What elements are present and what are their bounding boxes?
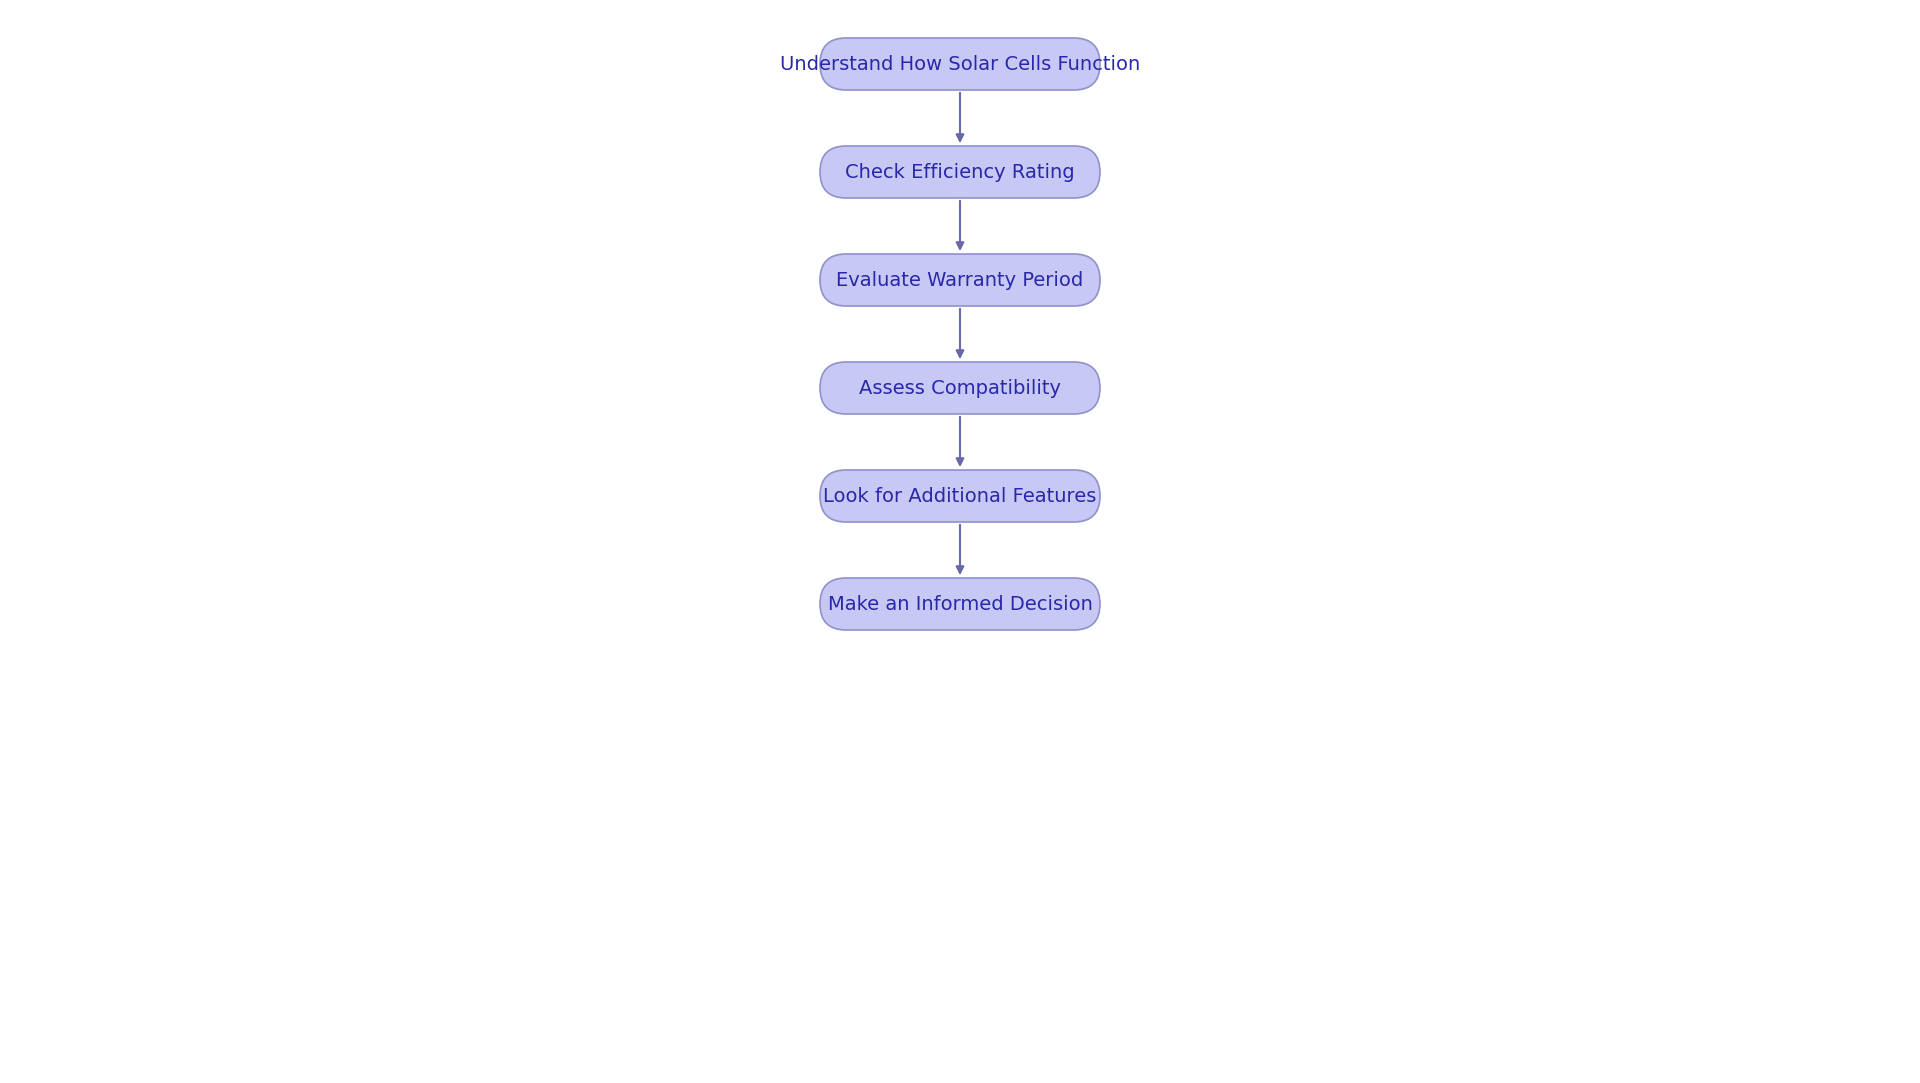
Text: Assess Compatibility: Assess Compatibility bbox=[858, 378, 1062, 397]
FancyBboxPatch shape bbox=[820, 255, 1100, 306]
Text: Check Efficiency Rating: Check Efficiency Rating bbox=[845, 162, 1075, 182]
FancyBboxPatch shape bbox=[820, 470, 1100, 522]
Text: Evaluate Warranty Period: Evaluate Warranty Period bbox=[837, 271, 1083, 289]
Text: Understand How Solar Cells Function: Understand How Solar Cells Function bbox=[780, 54, 1140, 74]
FancyBboxPatch shape bbox=[820, 38, 1100, 90]
FancyBboxPatch shape bbox=[820, 362, 1100, 414]
Text: Make an Informed Decision: Make an Informed Decision bbox=[828, 595, 1092, 613]
FancyBboxPatch shape bbox=[820, 578, 1100, 630]
Text: Look for Additional Features: Look for Additional Features bbox=[824, 486, 1096, 506]
FancyBboxPatch shape bbox=[820, 146, 1100, 198]
